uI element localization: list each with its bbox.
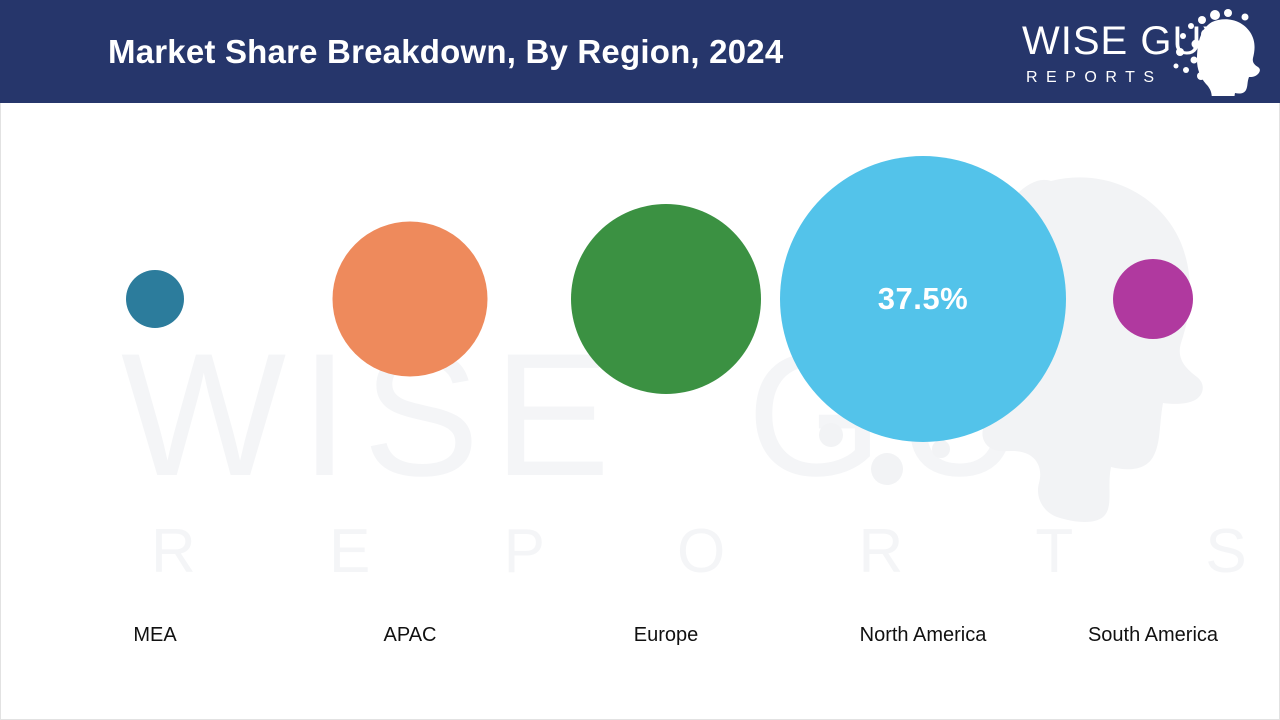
category-label-europe: Europe <box>633 624 699 646</box>
chart-canvas: WISE GU R E P O R T S <box>0 103 1280 720</box>
category-label-apac: APAC <box>383 624 437 646</box>
page-title: Market Share Breakdown, By Region, 2024 <box>108 32 784 70</box>
bubble-plot: 37.5% MEA APAC Europe North America Sout… <box>1 103 1279 719</box>
bubble-south-america[interactable] <box>1113 259 1193 339</box>
bubble-value-north-america: 37.5% <box>877 281 969 316</box>
bubble-north-america[interactable]: 37.5% <box>780 156 1066 442</box>
bubble-mea[interactable] <box>126 270 184 328</box>
bubble-apac[interactable] <box>332 221 488 377</box>
wise-guy-reports-logo: WISE GUY REPORTS <box>1016 8 1266 96</box>
header-bar: Market Share Breakdown, By Region, 2024 … <box>0 0 1280 103</box>
bubble-europe[interactable] <box>571 204 761 394</box>
category-label-mea: MEA <box>133 624 177 646</box>
svg-text:REPORTS: REPORTS <box>1026 69 1163 86</box>
category-label-north-america: North America <box>859 624 987 646</box>
category-label-south-america: South America <box>1087 624 1219 646</box>
